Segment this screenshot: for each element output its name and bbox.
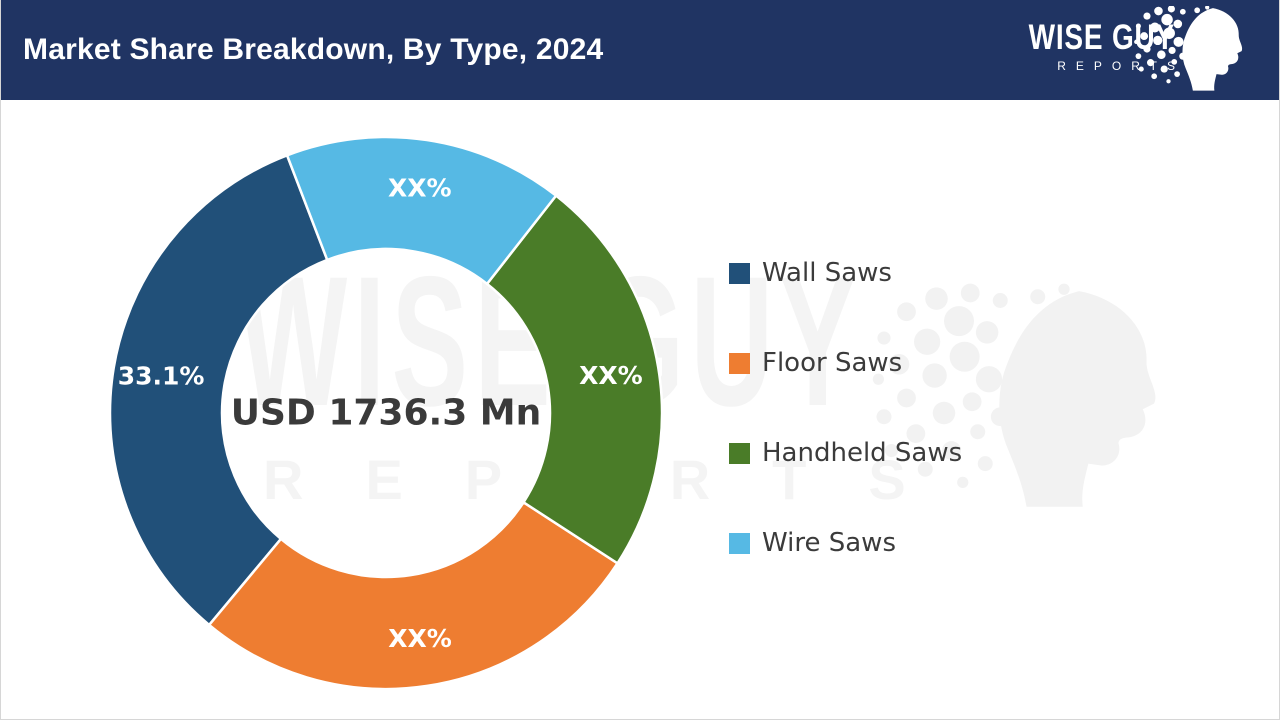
header-bar: Market Share Breakdown, By Type, 2024 WI…	[1, 0, 1279, 100]
legend-swatch-floor-saws	[729, 352, 750, 374]
donut-slice-wall-saws	[108, 153, 329, 627]
legend-label: Wall Saws	[762, 258, 892, 288]
logo-face-dots-icon	[1134, 6, 1243, 91]
legend-swatch-handheld-saws	[729, 442, 750, 464]
chart-center-value: USD 1736.3 Mn	[231, 393, 541, 434]
slice-percentage-label: 33.1%	[118, 361, 205, 390]
page-title: Market Share Breakdown, By Type, 2024	[23, 33, 604, 66]
legend-item-handheld-saws: Handheld Saws	[729, 432, 962, 474]
legend-item-wall-saws: Wall Saws	[729, 252, 962, 294]
legend-label: Handheld Saws	[762, 438, 963, 468]
slice-percentage-label: XX%	[388, 173, 452, 202]
legend-swatch-wire-saws	[729, 532, 750, 554]
wise-guy-reports-logo: WISE GUY REPORTS	[1015, 0, 1265, 100]
donut-slice-floor-saws	[207, 500, 620, 691]
donut-slice-handheld-saws	[485, 193, 664, 566]
chart-legend: Wall Saws Floor Saws Handheld Saws Wire …	[729, 252, 962, 612]
logo-reports-text: REPORTS	[1057, 59, 1185, 73]
legend-item-wire-saws: Wire Saws	[729, 522, 962, 564]
donut-slice-wire-saws	[285, 135, 558, 286]
slice-percentage-label: XX%	[388, 624, 452, 653]
legend-swatch-wall-saws	[729, 262, 750, 284]
legend-label: Wire Saws	[762, 528, 896, 558]
slice-percentage-label: XX%	[579, 361, 643, 390]
legend-item-floor-saws: Floor Saws	[729, 342, 962, 384]
legend-label: Floor Saws	[762, 348, 903, 378]
donut-chart: USD 1736.3 Mn XX% XX% XX% 33.1%	[108, 135, 664, 691]
